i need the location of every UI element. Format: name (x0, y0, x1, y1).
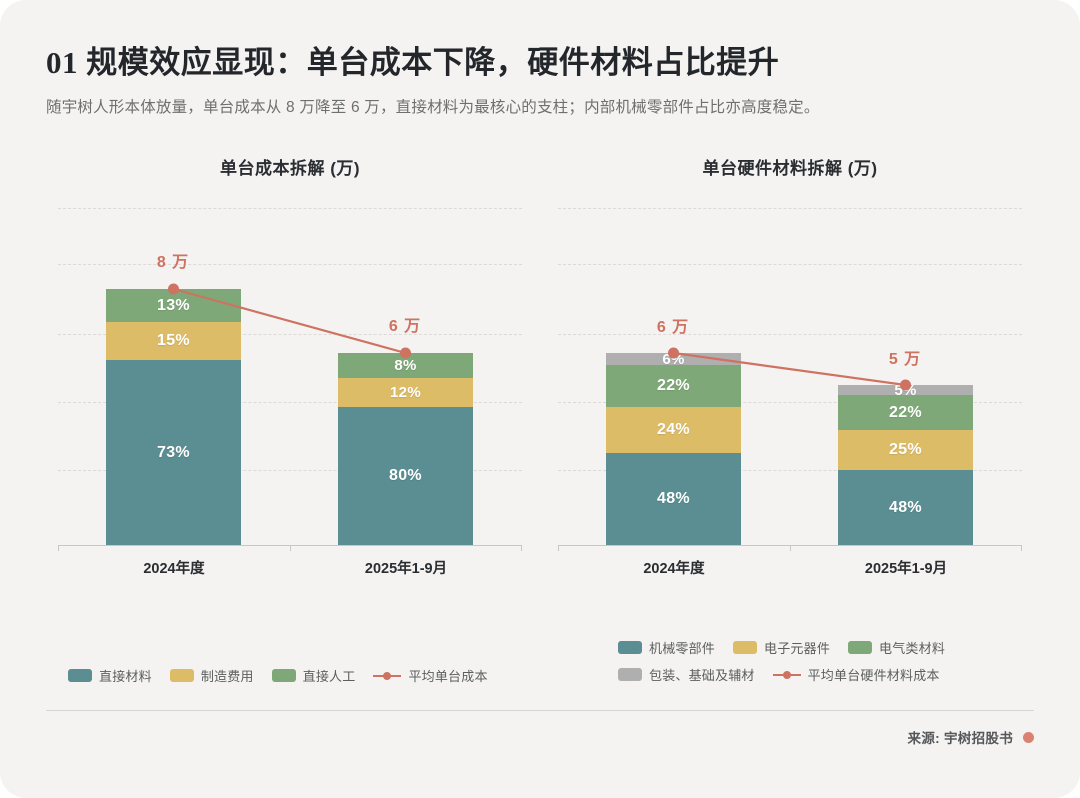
value-label-right-2025: 5 万 (888, 351, 922, 368)
legend-label: 电子元器件 (764, 641, 831, 656)
x-tick-left-1: 2025年1-9月 (364, 561, 448, 577)
footer-divider (46, 710, 1034, 711)
segment-label: 8% (394, 357, 417, 374)
line-marker-icon (772, 669, 801, 681)
legend-label: 电气类材料 (879, 641, 946, 656)
segment-label: 15% (157, 332, 190, 349)
legend-item-average-hardware-material-cost[interactable]: 平均单台硬件材料成本 (772, 665, 940, 684)
legend-item-mechanical-parts[interactable]: 机械零部件 (618, 638, 715, 657)
chart-title-right: 单台硬件材料拆解 (万) (702, 159, 878, 178)
legend-label: 包装、基础及辅材 (649, 668, 755, 683)
legend-item-packaging-auxiliary[interactable]: 包装、基础及辅材 (618, 665, 755, 684)
header: 01 规模效应显现：单台成本下降，硬件材料占比提升 随宇树人形本体放量，单台成本… (46, 44, 1036, 117)
legend-label: 直接人工 (302, 669, 356, 684)
legend-item-electronic-components[interactable]: 电子元器件 (733, 638, 830, 657)
chart-unit-cost-breakdown: 单台成本拆解 (万) 13% 15% (40, 146, 540, 616)
bar-left-2025[interactable]: 8% 12% 80% (338, 353, 473, 545)
legend-swatch-icon (618, 668, 642, 681)
plot-area-left: 13% 15% 73% 8% 12% (58, 208, 522, 577)
value-label-left-2024: 8 万 (156, 254, 190, 271)
segment-label: 22% (657, 377, 690, 394)
segment-label: 48% (657, 490, 690, 507)
legend-item-manufacturing-cost[interactable]: 制造费用 (169, 666, 254, 685)
legend-swatch-icon (733, 641, 758, 654)
chart-hardware-material-breakdown: 单台硬件材料拆解 (万) 6% 22% (540, 146, 1040, 616)
legend-label: 机械零部件 (649, 641, 716, 656)
legend-item-electrical-materials[interactable]: 电气类材料 (848, 638, 945, 657)
legend-swatch-icon (271, 669, 296, 682)
legend-right: 机械零部件 电子元器件 电气类材料 包装、基础及辅材 平均单台硬件材料成本 (618, 638, 1038, 692)
plot-area-right: 6% 22% 24% 48% 5% (558, 208, 1022, 577)
legend-item-average-unit-cost[interactable]: 平均单台成本 (373, 666, 487, 685)
segment-label: 80% (389, 467, 422, 484)
legend-label: 制造费用 (200, 669, 254, 684)
chart-title-left: 单台成本拆解 (万) (219, 159, 361, 178)
legend-item-direct-labor[interactable]: 直接人工 (271, 666, 356, 685)
legend-swatch-icon (68, 669, 92, 682)
segment-label: 22% (889, 403, 922, 421)
legend-item-direct-material[interactable]: 直接材料 (68, 666, 152, 685)
x-tick-left-0: 2024年度 (143, 561, 205, 577)
segment-label: 12% (390, 384, 421, 401)
x-tick-right-0: 2024年度 (643, 561, 705, 577)
legend-swatch-icon (169, 669, 194, 682)
page-subtitle: 随宇树人形本体放量，单台成本从 8 万降至 6 万，直接材料为最核心的支柱；内部… (46, 98, 820, 116)
bar-right-2024[interactable]: 6% 22% 24% 48% (606, 351, 741, 545)
segment-label: 48% (889, 498, 922, 516)
footer: 来源: 宇树招股书 (908, 727, 1034, 747)
source-text: 来源: 宇树招股书 (907, 731, 1013, 746)
bar-left-2024[interactable]: 13% 15% 73% (106, 289, 241, 545)
legend-label: 直接材料 (99, 669, 152, 684)
x-tick-right-1: 2025年1-9月 (864, 561, 948, 577)
legend-swatch-icon (618, 641, 642, 654)
segment-label: 25% (889, 441, 922, 458)
accent-dot-icon (1023, 731, 1034, 743)
legend-label: 平均单台硬件材料成本 (807, 668, 940, 683)
page-title: 01 规模效应显现：单台成本下降，硬件材料占比提升 (46, 45, 780, 80)
value-label-left-2025: 6 万 (388, 318, 422, 335)
line-marker-icon (373, 670, 402, 682)
value-label-right-2024: 6 万 (656, 319, 690, 336)
legend-left: 直接材料 制造费用 直接人工 平均单台成本 (68, 666, 538, 693)
legend-swatch-icon (848, 641, 873, 654)
segment-label: 24% (657, 421, 690, 438)
legend-label: 平均单台成本 (408, 669, 488, 684)
bar-right-2025[interactable]: 5% 22% 25% 48% (838, 382, 973, 545)
segment-label: 13% (157, 296, 190, 314)
charts-container: 单台成本拆解 (万) 13% 15% (0, 146, 1080, 616)
segment-label: 73% (157, 443, 190, 461)
